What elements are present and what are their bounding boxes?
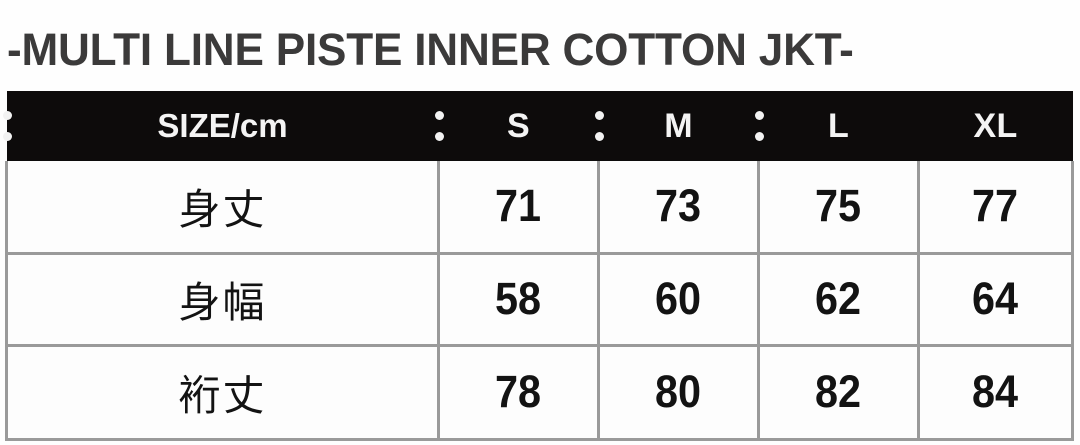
table-row: 身丈 71 73 75 77 [5,161,1074,255]
cell-value: 64 [972,273,1019,324]
cell-body-width-l: 62 [758,253,920,347]
header-size-l-text: L [827,106,850,145]
header-size-xl-text: XL [973,106,1018,145]
cell-body-width-s: 58 [438,253,600,347]
cell-sleeve-length-l: 82 [758,345,920,441]
row-label-sleeve-length: 裄丈 [5,345,440,441]
table-row: 身幅 58 60 62 64 [5,253,1074,347]
header-cell-size-label: SIZE/cm [2,91,439,161]
header-size-m-text: M [664,106,693,145]
cell-value: 84 [972,366,1019,417]
cell-value: 77 [972,180,1019,232]
cell-value: 71 [495,180,542,232]
header-row: SIZE/cm S M [2,91,1073,161]
header-cell-size-s: S [434,91,599,161]
cell-body-width-m: 60 [598,253,760,347]
table-body: 身丈 71 73 75 77 身幅 58 60 62 64 裄丈 78 80 8… [5,161,1074,441]
cell-body-length-l: 75 [758,161,920,255]
header-size-label-text: SIZE/cm [157,107,288,144]
cell-body-length-m: 73 [598,161,760,255]
cell-body-length-s: 71 [438,161,600,255]
cell-value: 75 [815,180,862,232]
table-row: 裄丈 78 80 82 84 [5,345,1074,441]
row-label-body-width: 身幅 [5,253,440,347]
cell-value: 58 [495,273,542,324]
header-size-s-text: S [507,106,530,145]
size-chart-table: SIZE/cm S M [2,91,1074,441]
cell-body-length-xl: 77 [918,161,1074,255]
cell-value: 78 [495,366,542,417]
cell-value: 82 [815,366,862,417]
cell-sleeve-length-s: 78 [438,345,600,441]
cell-sleeve-length-xl: 84 [918,345,1074,441]
header-cell-size-m: M [594,91,759,161]
cell-value: 60 [655,273,702,324]
cell-value: 80 [655,366,702,417]
header-cell-size-xl: XL [919,91,1073,161]
row-label-body-length: 身丈 [5,161,440,255]
cell-value: 73 [655,180,702,232]
table-header: SIZE/cm S M [2,91,1073,161]
header-cell-size-l: L [754,91,919,161]
cell-sleeve-length-m: 80 [598,345,760,441]
cell-body-width-xl: 64 [918,253,1074,347]
page-title: -MULTI LINE PISTE INNER COTTON JKT- [7,24,854,75]
cell-value: 62 [815,273,862,324]
